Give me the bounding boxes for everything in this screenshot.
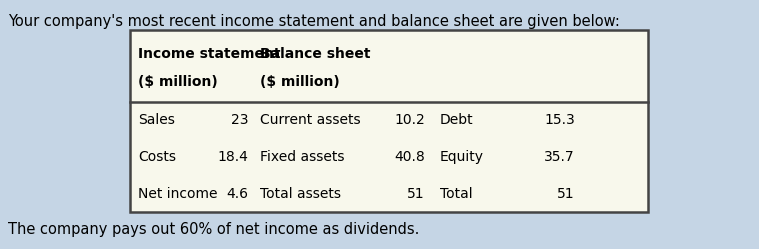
- Text: 40.8: 40.8: [394, 150, 425, 164]
- Text: ($ million): ($ million): [260, 75, 340, 89]
- Text: 51: 51: [557, 187, 575, 201]
- Text: Fixed assets: Fixed assets: [260, 150, 345, 164]
- Text: 15.3: 15.3: [544, 113, 575, 127]
- Text: Equity: Equity: [440, 150, 484, 164]
- Text: Costs: Costs: [138, 150, 176, 164]
- Text: 4.6: 4.6: [226, 187, 248, 201]
- Text: The company pays out 60% of net income as dividends.: The company pays out 60% of net income a…: [8, 222, 420, 237]
- Text: 35.7: 35.7: [544, 150, 575, 164]
- Text: Total: Total: [440, 187, 473, 201]
- Text: 23: 23: [231, 113, 248, 127]
- Text: Sales: Sales: [138, 113, 175, 127]
- Text: Net income: Net income: [138, 187, 218, 201]
- Text: Income statement: Income statement: [138, 47, 281, 61]
- Text: Debt: Debt: [440, 113, 474, 127]
- Text: Your company's most recent income statement and balance sheet are given below:: Your company's most recent income statem…: [8, 14, 620, 29]
- Text: Total assets: Total assets: [260, 187, 341, 201]
- Bar: [130, 30, 648, 212]
- Text: 18.4: 18.4: [217, 150, 248, 164]
- Text: Current assets: Current assets: [260, 113, 361, 127]
- Text: Balance sheet: Balance sheet: [260, 47, 370, 61]
- Text: 51: 51: [408, 187, 425, 201]
- Text: ($ million): ($ million): [138, 75, 218, 89]
- Text: 10.2: 10.2: [394, 113, 425, 127]
